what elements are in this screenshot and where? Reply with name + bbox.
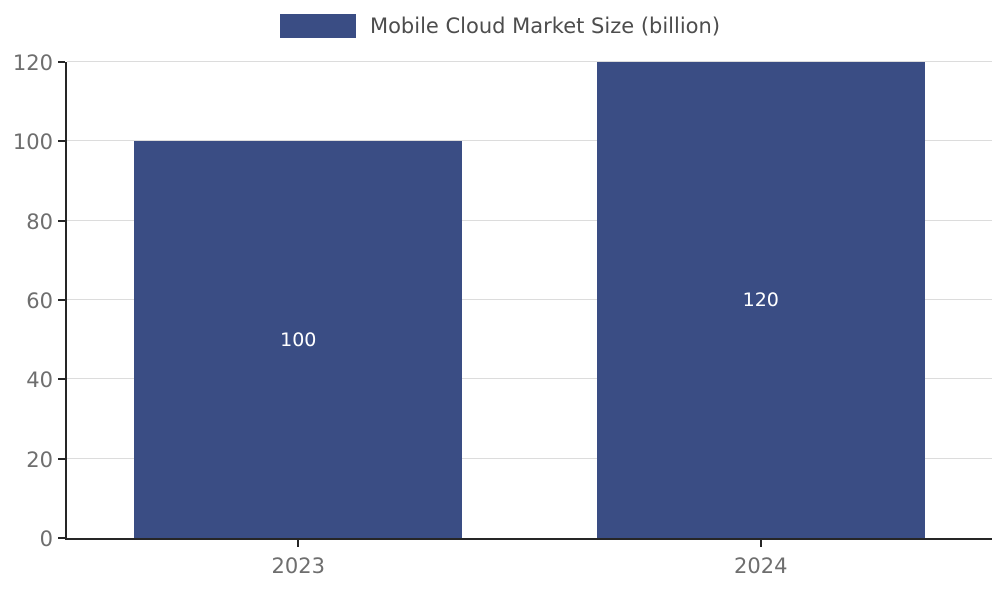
gridline: [67, 299, 992, 300]
y-tick-label: 100: [12, 130, 53, 155]
gridline: [67, 61, 992, 62]
x-tick-mark: [759, 540, 762, 547]
x-tick-mark: [297, 540, 300, 547]
y-tick-label: 0: [39, 527, 53, 551]
y-tick-label: 20: [26, 447, 53, 472]
gridline: [67, 219, 992, 221]
bar-2023: 100: [134, 141, 463, 538]
x-tick-label-2023: 2023: [271, 554, 325, 578]
gridline: [67, 378, 992, 380]
y-tick-mark: [58, 299, 65, 301]
y-tick-mark: [58, 61, 65, 63]
y-tick-label: 40: [26, 368, 53, 393]
bar-value-label: 100: [280, 328, 317, 351]
plot-area: 0 20 40 60 80 100 120 100 2023 120 2024: [13, 51, 992, 578]
bar-2024: 120: [596, 62, 925, 538]
y-tick-mark: [58, 457, 65, 460]
y-tick-label: 120: [12, 51, 53, 75]
y-tick-label: 60: [26, 289, 53, 313]
bar-value-label: 120: [742, 289, 779, 311]
y-tick-mark: [58, 140, 65, 143]
y-tick-label: 80: [26, 209, 53, 234]
legend-label: Mobile Cloud Market Size (billion): [369, 14, 721, 38]
y-tick-mark: [58, 219, 65, 222]
legend-swatch-icon: [279, 14, 356, 38]
chart-legend: Mobile Cloud Market Size (billion): [0, 14, 1000, 38]
gridline: [67, 457, 992, 459]
y-tick-mark: [58, 537, 65, 539]
gridline: [67, 140, 992, 142]
x-tick-label-2024: 2024: [734, 554, 788, 578]
y-tick-mark: [58, 378, 65, 381]
